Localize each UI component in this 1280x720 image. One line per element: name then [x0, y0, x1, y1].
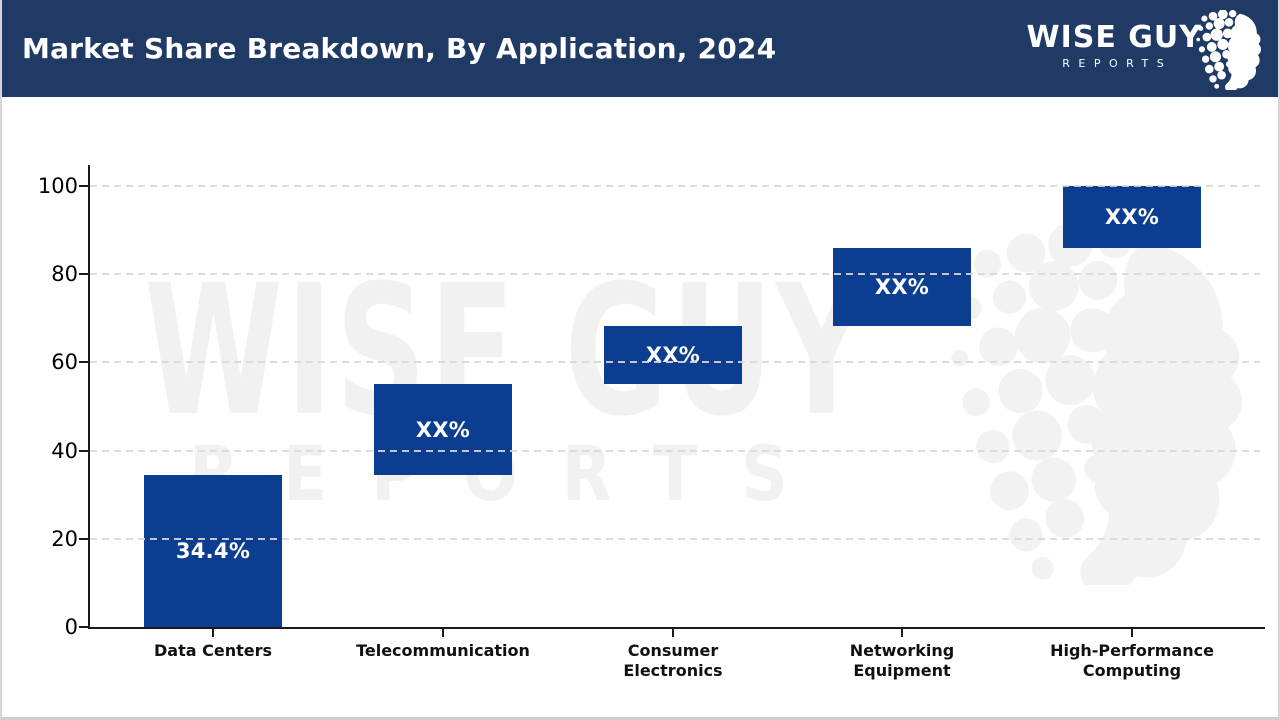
y-tick-label: 40: [51, 438, 78, 463]
dotted-face-profile-watermark: [951, 225, 1242, 585]
y-tick-mark: [79, 449, 88, 452]
bar-consumer-electronics: XX%: [604, 326, 742, 384]
bar-high-performance-computing: XX%: [1063, 186, 1201, 248]
gridline-y-100: [90, 185, 1260, 187]
x-category-label-line: High-Performance: [1050, 641, 1214, 660]
x-axis-line: [88, 627, 1265, 629]
x-category-label-line: Data Centers: [154, 641, 272, 660]
y-tick-label: 80: [51, 262, 78, 287]
y-tick-label: 20: [51, 526, 78, 551]
x-category-label-line: Telecommunication: [356, 641, 530, 660]
bar-data-centers: 34.4%: [144, 475, 282, 627]
y-tick-mark: [79, 361, 88, 364]
x-category-label-networking-equipment: Networking Equipment: [787, 641, 1017, 681]
x-tick-mark: [901, 629, 903, 637]
gridline-y-80: [90, 273, 1260, 276]
x-category-label-data-centers: Data Centers: [98, 641, 328, 661]
x-tick-mark: [1131, 629, 1133, 637]
y-tick-label: 0: [64, 615, 78, 639]
y-tick-mark: [79, 626, 88, 628]
bar-value-label: XX%: [874, 274, 930, 299]
y-tick-label: 60: [51, 350, 78, 375]
logo-subtitle: REPORTS: [1062, 57, 1173, 70]
gridline-y-40: [90, 449, 1260, 452]
x-category-label-line: Equipment: [853, 661, 951, 680]
wise-guy-logo: WISE GUY REPORTS: [1008, 6, 1268, 92]
y-tick-mark: [79, 273, 88, 276]
y-axis-line: [88, 165, 90, 629]
logo-wordmark: WISE GUY: [1026, 20, 1202, 55]
page-title: Market Share Breakdown, By Application, …: [22, 32, 777, 65]
bar-telecommunication: XX%: [374, 384, 512, 476]
y-tick-label: 100: [37, 174, 78, 198]
x-category-label-line: Computing: [1082, 661, 1182, 680]
bar-value-label: 34.4%: [175, 539, 251, 564]
x-tick-mark: [672, 629, 674, 637]
y-tick-mark: [79, 537, 88, 540]
x-tick-mark: [212, 629, 214, 637]
bar-value-label: XX%: [645, 343, 701, 368]
x-tick-mark: [442, 629, 444, 637]
logo-text: WISE GUY REPORTS: [1026, 20, 1202, 71]
x-category-label-line: Consumer: [627, 641, 719, 660]
x-category-label-line: Electronics: [623, 661, 723, 680]
x-category-label-consumer-electronics: Consumer Electronics: [558, 641, 788, 681]
x-category-label-high-performance-computing: High-Performance Computing: [1017, 641, 1247, 681]
x-category-label-line: Networking: [849, 641, 955, 660]
bar-value-label: XX%: [1104, 204, 1160, 229]
gridline-y-20: [90, 537, 1260, 540]
bar-networking-equipment: XX%: [833, 247, 971, 327]
y-tick-mark: [79, 185, 88, 187]
gridline-y-60: [90, 361, 1260, 364]
header-bar: Market Share Breakdown, By Application, …: [2, 0, 1278, 97]
bar-value-label: XX%: [415, 417, 471, 442]
x-category-label-telecommunication: Telecommunication: [328, 641, 558, 661]
